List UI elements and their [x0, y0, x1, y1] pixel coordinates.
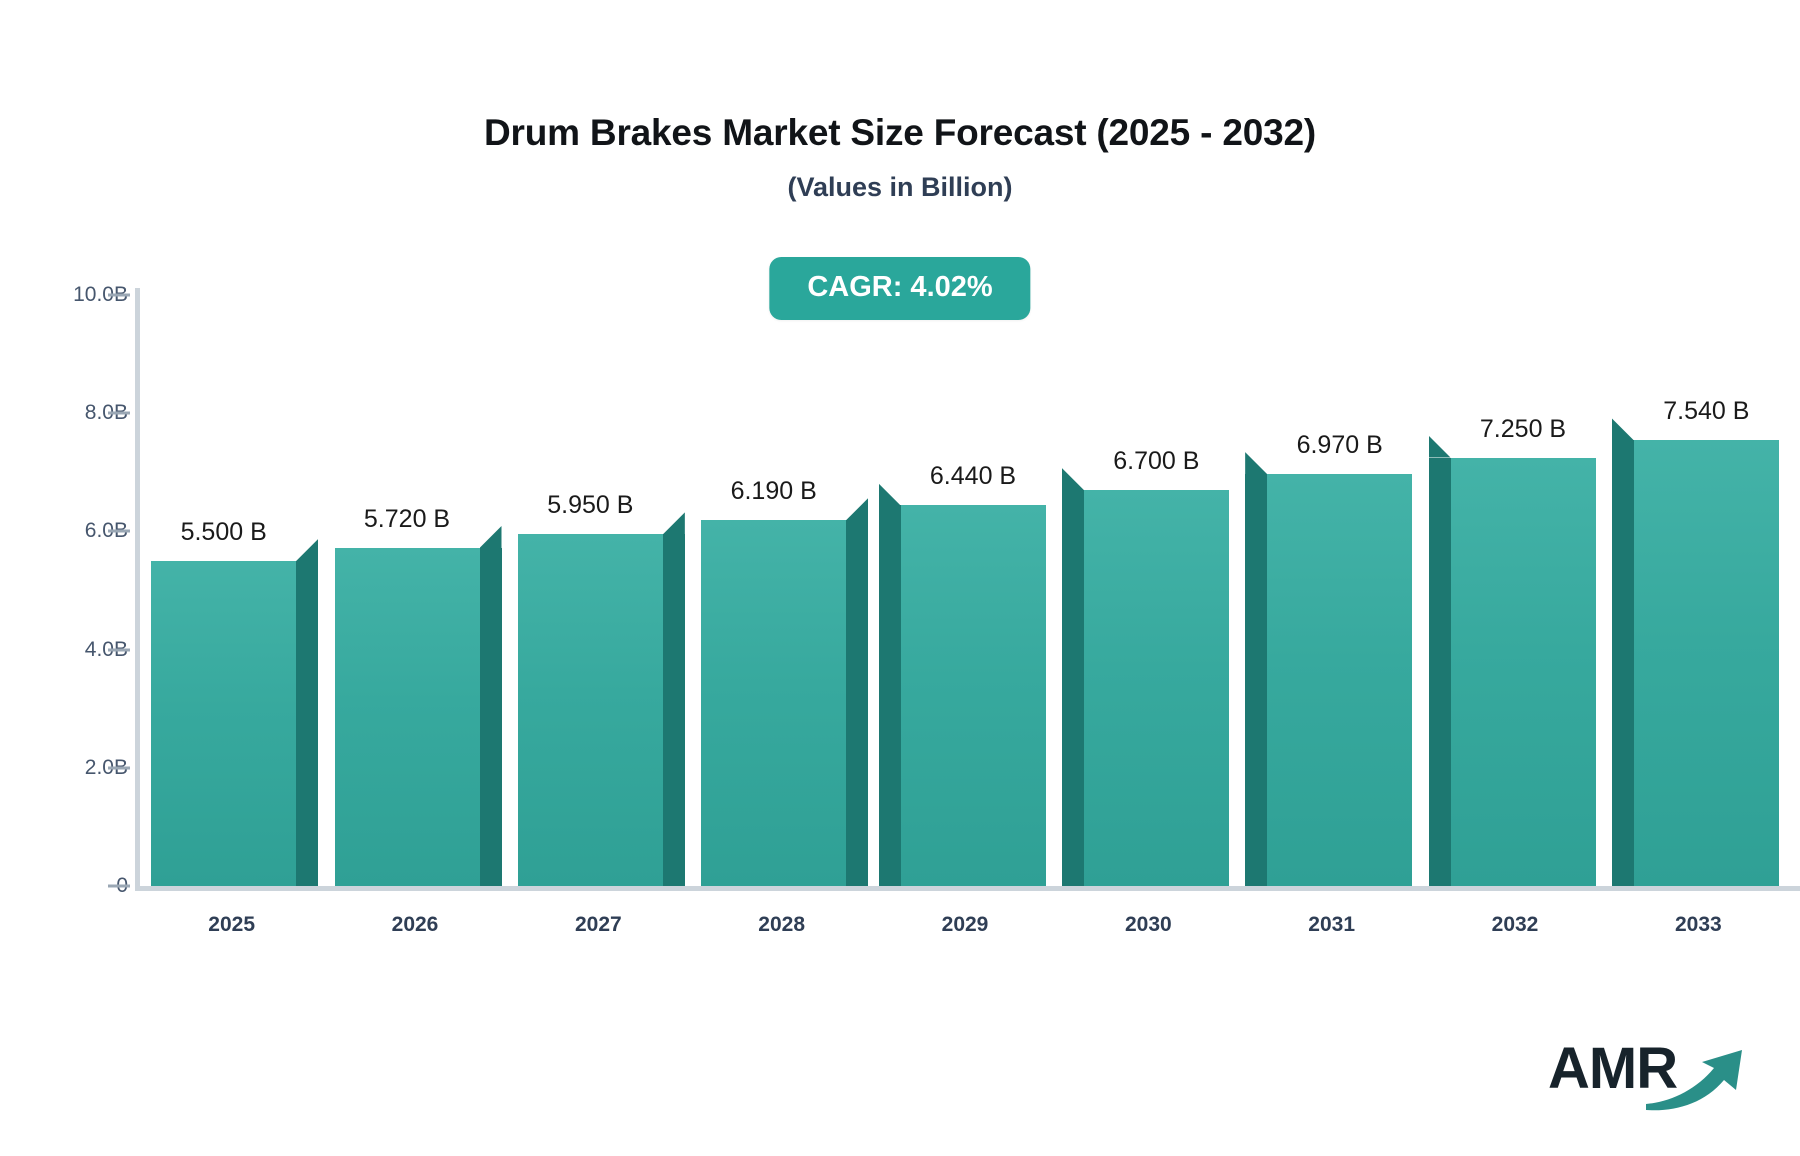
bar-side-face: [1061, 490, 1084, 886]
y-axis-tick-label: 8.0B: [84, 401, 128, 425]
bar-2028[interactable]: 6.190 B: [701, 477, 869, 886]
chart-subtitle: (Values in Billion): [787, 172, 1013, 202]
bar-2025[interactable]: 5.500 B: [151, 518, 319, 886]
bar-front-face: [151, 560, 297, 886]
bar-side-face: [479, 547, 502, 886]
y-axis-tick-mark: [108, 648, 130, 652]
bar-front-face: [701, 520, 847, 886]
chart-title: Drum Brakes Market Size Forecast (2025 -…: [484, 112, 1316, 153]
bar-front-face: [1633, 440, 1779, 886]
x-axis-tick-label-2025: 2025: [208, 913, 256, 936]
cagr-badge: CAGR: 4.02%: [769, 257, 1031, 320]
y-axis-tick-mark: [108, 529, 130, 533]
x-axis-tick-label-2032: 2032: [1491, 913, 1539, 936]
bar-top-bevel: [1611, 418, 1634, 441]
bar-side-face: [1611, 440, 1634, 886]
bar-side-face: [1428, 457, 1451, 886]
bar-top-bevel: [1245, 452, 1268, 475]
x-axis-tick-label-2028: 2028: [758, 913, 806, 936]
growth-arrow-icon: [1646, 1050, 1742, 1111]
bar-value-label: 5.500 B: [180, 517, 267, 546]
bar-value-label: 7.540 B: [1663, 397, 1750, 426]
bar-2030[interactable]: 6.700 B: [1061, 447, 1229, 886]
y-axis-tick-label: 2.0B: [84, 755, 128, 779]
bar-value-label: 7.250 B: [1479, 414, 1567, 443]
bar-value-label: 6.440 B: [929, 462, 1017, 491]
y-axis-line: [135, 288, 140, 890]
y-axis-tick-label: 6.0B: [84, 519, 128, 543]
bar-2029[interactable]: 6.440 B: [878, 462, 1046, 886]
bar-front-face: [900, 505, 1046, 886]
y-axis-tick-mark: [108, 884, 130, 888]
x-axis-line: [135, 886, 1800, 891]
x-axis-tick-label-2031: 2031: [1308, 913, 1356, 936]
bar-2033[interactable]: 7.540 B: [1611, 397, 1779, 886]
bar-side-face: [1245, 474, 1268, 886]
bar-value-label: 6.700 B: [1113, 447, 1200, 476]
y-axis-tick-mark: [108, 766, 130, 770]
bar-side-face: [662, 534, 685, 886]
bar-front-face: [1083, 490, 1229, 886]
bar-2027[interactable]: 5.950 B: [517, 491, 685, 886]
y-axis-tick-label: 4.0B: [84, 637, 128, 661]
bar-top-bevel: [662, 512, 685, 535]
bar-2026[interactable]: 5.720 B: [334, 505, 502, 886]
bar-value-label: 5.950 B: [547, 491, 634, 520]
x-axis-tick-label-2033: 2033: [1674, 913, 1722, 936]
bar-top-bevel: [1061, 468, 1084, 491]
x-axis-tick-label-2030: 2030: [1124, 913, 1172, 936]
bar-top-bevel: [479, 525, 502, 548]
y-axis-tick-mark: [108, 411, 130, 415]
bar-value-label: 5.720 B: [363, 504, 451, 533]
y-axis-tick-mark: [108, 293, 130, 297]
bar-2031[interactable]: 6.970 B: [1245, 431, 1413, 886]
x-axis-tick-label-2027: 2027: [574, 913, 622, 936]
amr-logo-text: AMR: [1548, 1036, 1678, 1101]
y-axis-tick-label: 10.0B: [73, 283, 128, 306]
bar-side-face: [296, 560, 319, 886]
bar-front-face: [334, 547, 480, 886]
bar-value-label: 6.190 B: [730, 477, 817, 506]
bar-side-face: [878, 505, 901, 886]
bar-side-face: [846, 520, 869, 886]
bar-top-bevel: [878, 483, 901, 506]
bar-top-bevel: [296, 538, 319, 561]
bar-front-face: [1267, 474, 1413, 886]
bar-top-bevel: [846, 498, 869, 521]
x-axis-tick-label-2029: 2029: [941, 913, 989, 936]
bar-top-bevel: [1428, 435, 1451, 458]
bar-front-face: [517, 534, 663, 886]
bar-value-label: 6.970 B: [1296, 431, 1383, 460]
bar-front-face: [1450, 457, 1596, 886]
bar-2032[interactable]: 7.250 B: [1428, 415, 1596, 886]
x-axis-tick-label-2026: 2026: [391, 913, 439, 936]
amr-logo: AMR: [1548, 1032, 1748, 1118]
